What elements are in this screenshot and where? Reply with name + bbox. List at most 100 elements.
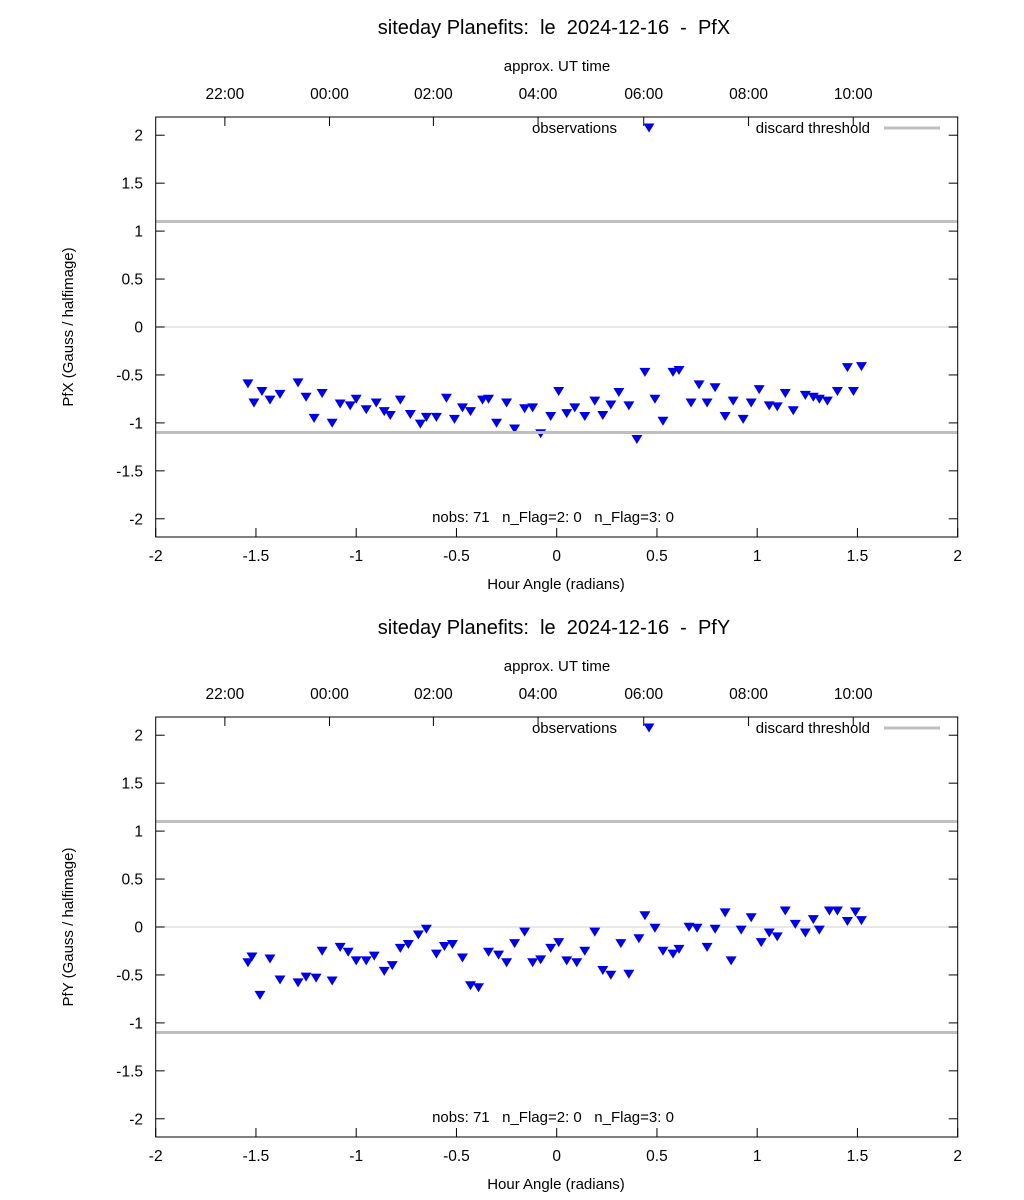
data-point (719, 908, 731, 918)
data-point (763, 928, 775, 938)
ut-tick-label: 00:00 (310, 686, 349, 703)
x-tick-label: 2 (953, 1148, 962, 1165)
data-point (370, 398, 382, 408)
data-point (799, 928, 811, 938)
data-point (605, 400, 617, 410)
data-point (414, 419, 426, 429)
data-point (813, 925, 825, 935)
data-point (326, 418, 338, 428)
data-point (735, 925, 747, 935)
data-point (264, 395, 276, 405)
data-point (755, 938, 767, 948)
data-point (753, 385, 765, 395)
data-point (719, 411, 731, 421)
legend-observations-label: observations (532, 720, 617, 737)
data-point (483, 394, 495, 404)
data-point (807, 915, 819, 925)
x-tick-label: 0.5 (646, 1148, 668, 1165)
ut-tick-label: 04:00 (519, 86, 558, 103)
data-point (264, 954, 276, 964)
data-point (527, 403, 539, 413)
data-point (691, 923, 703, 933)
nobs-annotation: nobs: 71 n_Flag=2: 0 n_Flag=3: 0 (432, 1109, 674, 1126)
data-point (633, 934, 645, 944)
data-point (420, 924, 432, 934)
data-point (613, 388, 625, 398)
data-point (597, 411, 609, 421)
data-point (368, 951, 380, 961)
data-point (394, 395, 406, 405)
y-tick-label: 1 (134, 224, 143, 241)
x-tick-label: 1 (753, 1148, 762, 1165)
data-point (779, 906, 791, 916)
data-point (849, 907, 861, 917)
legend-threshold-label: discard threshold (756, 120, 870, 137)
x-tick-label: -1.5 (243, 1148, 270, 1165)
x-tick-label: -0.5 (443, 1148, 470, 1165)
data-point (701, 942, 713, 952)
data-point (519, 404, 531, 414)
data-point (344, 401, 356, 411)
ut-axis-label: approx. UT time (504, 658, 610, 675)
points-layer (242, 906, 867, 1000)
data-point (823, 906, 835, 916)
y-tick-label: -1.5 (116, 463, 143, 480)
data-point (491, 418, 503, 428)
data-point (745, 913, 757, 923)
ut-tick-label: 04:00 (519, 686, 558, 703)
data-point (300, 392, 312, 402)
axes-layer: -2 -1.5 -1 -0.5 0 0.5 1 1.5 2 2 1.5 1 0.5 0 -0.5 -1 -1.5… (116, 86, 962, 565)
data-point (779, 388, 791, 398)
y-tick-label: 2 (134, 128, 143, 145)
data-point (378, 407, 390, 417)
data-point (841, 363, 853, 373)
data-point (855, 916, 867, 926)
data-point (553, 938, 565, 948)
ut-axis-label: approx. UT time (504, 58, 610, 75)
data-point (667, 367, 679, 377)
data-point (242, 379, 254, 389)
data-point (274, 389, 286, 399)
data-point (763, 401, 775, 411)
y-tick-label: 0 (134, 920, 143, 937)
data-point (639, 911, 651, 921)
data-point (300, 972, 312, 982)
data-point (771, 932, 783, 942)
axes-layer: -2 -1.5 -1 -0.5 0 0.5 1 1.5 2 2 1.5 1 0.5 0 -0.5 -1 -1.5… (116, 686, 962, 1165)
points-layer (242, 362, 867, 444)
data-point (535, 955, 547, 965)
data-point (709, 924, 721, 934)
data-point (657, 946, 669, 956)
data-point (360, 956, 372, 966)
data-point (438, 941, 450, 951)
data-point (274, 975, 286, 985)
data-point (561, 956, 573, 966)
data-point (799, 390, 811, 400)
data-point (709, 383, 721, 393)
data-point (360, 405, 372, 415)
legend-threshold-label: discard threshold (756, 720, 870, 737)
legend-observations-label: observations (532, 120, 617, 137)
ut-tick-label: 02:00 (414, 686, 453, 703)
data-point (483, 947, 495, 957)
x-tick-label: -1 (349, 548, 363, 565)
y-axis-label: PfY (Gauss / halfimage) (60, 848, 77, 1007)
data-point (821, 396, 833, 406)
data-point (589, 927, 601, 937)
data-point (326, 976, 338, 986)
data-point (771, 402, 783, 412)
triangle-down-icon (643, 123, 655, 133)
data-point (569, 403, 581, 413)
data-point (737, 414, 749, 424)
y-tick-label: -2 (129, 1111, 143, 1128)
pfy-chart: siteday Planefits: le 2024-12-16 - PfY a… (60, 617, 962, 1193)
data-point (855, 362, 867, 372)
data-point (310, 973, 322, 983)
data-point (316, 388, 328, 398)
data-point (545, 411, 557, 421)
x-tick-label: -2 (149, 548, 163, 565)
data-point (420, 412, 432, 422)
data-point (787, 406, 799, 416)
data-point (242, 958, 254, 968)
y-tick-label: 0.5 (121, 872, 143, 889)
